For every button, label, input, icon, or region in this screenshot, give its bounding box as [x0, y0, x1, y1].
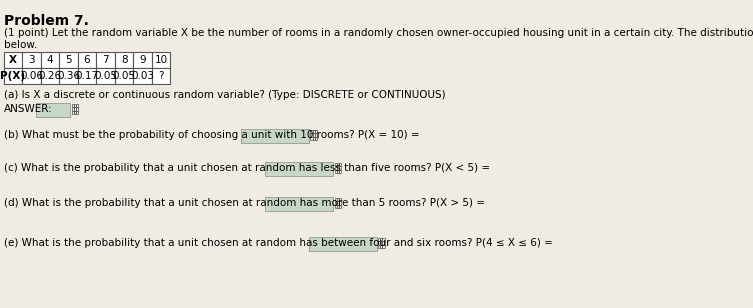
Bar [41, 52, 59, 68]
Bar [78, 68, 96, 84]
Bar [74, 107, 76, 111]
Text: Problem 7.: Problem 7. [4, 14, 89, 28]
Bar [310, 137, 312, 140]
Bar [379, 238, 380, 241]
Bar [96, 68, 114, 84]
Bar [337, 170, 340, 173]
Bar [4, 68, 23, 84]
Text: 5: 5 [66, 55, 72, 65]
Bar [340, 201, 341, 205]
Text: 0.17: 0.17 [75, 71, 99, 81]
Bar [383, 238, 385, 241]
Bar [335, 170, 337, 173]
Bar [265, 162, 334, 176]
Bar [379, 241, 380, 245]
Bar [383, 245, 385, 248]
Bar [335, 198, 337, 201]
Bar [337, 163, 340, 166]
Bar [133, 52, 152, 68]
Bar [76, 111, 78, 114]
Text: 4: 4 [47, 55, 53, 65]
Bar [340, 166, 341, 170]
Bar [315, 133, 317, 137]
Text: 0.05: 0.05 [112, 71, 136, 81]
Bar [340, 198, 341, 201]
Bar [59, 52, 78, 68]
Text: 0.26: 0.26 [38, 71, 62, 81]
Text: 10: 10 [154, 55, 168, 65]
Text: X: X [9, 55, 17, 65]
Bar [114, 52, 133, 68]
Bar [74, 111, 76, 114]
Bar [335, 163, 337, 166]
Text: 7: 7 [102, 55, 109, 65]
Bar [383, 241, 385, 245]
Bar [312, 133, 315, 137]
Text: (e) What is the probability that a unit chosen at random has between four and si: (e) What is the probability that a unit … [4, 238, 553, 248]
Text: 0.06: 0.06 [20, 71, 43, 81]
Bar [59, 68, 78, 84]
Text: 0.03: 0.03 [131, 71, 154, 81]
Bar [241, 129, 309, 143]
Bar [310, 133, 312, 137]
Text: (a) Is X a discrete or continuous random variable? (Type: DISCRETE or CONTINUOUS: (a) Is X a discrete or continuous random… [4, 90, 445, 100]
Bar [335, 201, 337, 205]
Bar [315, 130, 317, 133]
Bar [337, 201, 340, 205]
Bar [72, 111, 74, 114]
Text: 0.36: 0.36 [57, 71, 80, 81]
Text: ?: ? [158, 71, 164, 81]
Bar [72, 104, 74, 107]
Bar [23, 68, 41, 84]
Bar [41, 68, 59, 84]
Bar [114, 68, 133, 84]
Bar [335, 166, 337, 170]
Text: (b) What must be the probability of choosing a unit with 10 rooms? P(X = 10) =: (b) What must be the probability of choo… [4, 130, 419, 140]
Bar [380, 245, 383, 248]
Bar [380, 241, 383, 245]
Bar [4, 52, 23, 68]
Bar [36, 103, 70, 117]
Bar [310, 130, 312, 133]
Bar [76, 104, 78, 107]
Text: 6: 6 [84, 55, 90, 65]
Bar [340, 163, 341, 166]
Text: 8: 8 [120, 55, 127, 65]
Bar [380, 238, 383, 241]
Bar [76, 107, 78, 111]
Bar [96, 52, 114, 68]
Text: (d) What is the probability that a unit chosen at random has more than 5 rooms? : (d) What is the probability that a unit … [4, 198, 485, 208]
Bar [340, 170, 341, 173]
Bar [337, 198, 340, 201]
Bar [23, 52, 41, 68]
Bar [78, 52, 96, 68]
Text: 3: 3 [28, 55, 35, 65]
Text: below.: below. [4, 40, 37, 50]
Bar [74, 104, 76, 107]
Text: P(X): P(X) [1, 71, 26, 81]
Bar [265, 197, 334, 211]
Bar [315, 137, 317, 140]
Bar [337, 166, 340, 170]
Bar [337, 205, 340, 208]
Text: 9: 9 [139, 55, 146, 65]
Bar [309, 237, 376, 251]
Text: (1 point) Let the random variable X be the number of rooms in a randomly chosen : (1 point) Let the random variable X be t… [4, 28, 753, 38]
Text: (c) What is the probability that a unit chosen at random has less than five room: (c) What is the probability that a unit … [4, 163, 490, 173]
Bar [340, 205, 341, 208]
Bar [152, 52, 170, 68]
Bar [152, 68, 170, 84]
Bar [133, 68, 152, 84]
Bar [379, 245, 380, 248]
Bar [335, 205, 337, 208]
Bar [72, 107, 74, 111]
Bar [312, 130, 315, 133]
Text: ANSWER:: ANSWER: [4, 104, 52, 114]
Text: 0.05: 0.05 [94, 71, 117, 81]
Bar [312, 137, 315, 140]
